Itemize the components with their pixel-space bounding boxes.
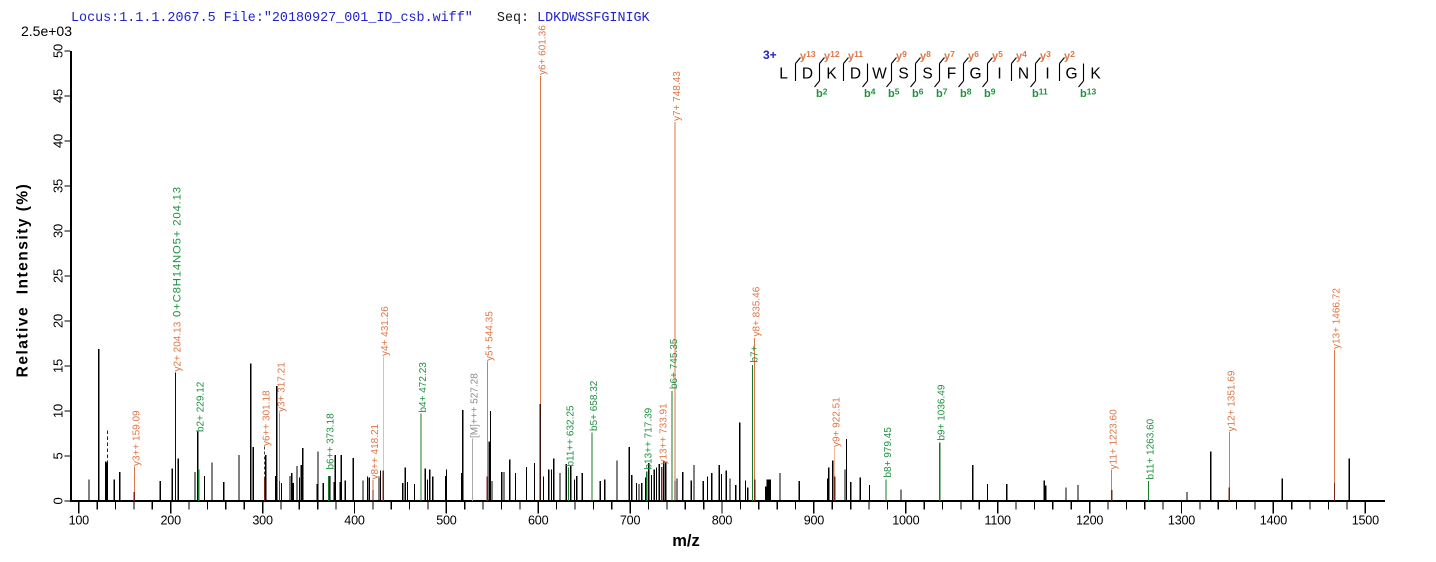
svg-text:I: I [997, 66, 1001, 83]
svg-text:y6: y6 [968, 49, 979, 63]
svg-text:y12+ 1351.69: y12+ 1351.69 [1226, 370, 1237, 431]
svg-text:y8: y8 [920, 49, 931, 63]
svg-text:[M]+++ 527.28: [M]+++ 527.28 [470, 373, 481, 438]
svg-text:y7+ 748.43: y7+ 748.43 [672, 71, 683, 121]
svg-text:b6: b6 [912, 87, 924, 101]
svg-text:1100: 1100 [985, 514, 1011, 528]
svg-text:L: L [779, 66, 788, 83]
svg-text:15: 15 [50, 359, 65, 373]
svg-text:40: 40 [50, 134, 65, 148]
svg-text:y8++ 418.21: y8++ 418.21 [370, 423, 381, 479]
svg-text:y3+ 317.21: y3+ 317.21 [276, 362, 287, 412]
svg-text:W: W [872, 66, 887, 83]
svg-text:20: 20 [50, 314, 65, 328]
svg-text:0: 0 [50, 497, 65, 504]
svg-text:900: 900 [804, 514, 825, 528]
svg-text:10: 10 [50, 404, 65, 418]
svg-text:y4+ 431.26: y4+ 431.26 [380, 306, 391, 356]
svg-text:m/z: m/z [672, 532, 700, 550]
svg-text:y3++ 159.09: y3++ 159.09 [131, 410, 142, 466]
svg-text:b9: b9 [984, 87, 996, 101]
svg-text:2.5e+03: 2.5e+03 [21, 23, 72, 39]
svg-text:y8+ 835.46: y8+ 835.46 [752, 286, 763, 336]
svg-text:b7+: b7+ [749, 345, 760, 362]
svg-text:b8: b8 [960, 87, 972, 101]
svg-text:N: N [1018, 66, 1029, 83]
svg-text:b6+ 745.35: b6+ 745.35 [669, 338, 680, 389]
svg-text:b5+ 658.32: b5+ 658.32 [589, 380, 600, 431]
svg-text:y2: y2 [1064, 49, 1075, 63]
svg-text:D: D [850, 66, 861, 83]
svg-text:S: S [922, 66, 932, 83]
svg-text:y3: y3 [1040, 49, 1051, 63]
svg-text:b7: b7 [936, 87, 948, 101]
svg-text:1200: 1200 [1076, 514, 1103, 528]
svg-text:Locus:1.1.1.2067.5 File:"20180: Locus:1.1.1.2067.5 File:"20180927_001_ID… [71, 11, 651, 26]
svg-text:b13++ 717.39: b13++ 717.39 [644, 407, 655, 469]
svg-text:100: 100 [69, 514, 90, 528]
svg-text:y6++ 301.18: y6++ 301.18 [262, 390, 273, 446]
svg-text:50: 50 [50, 44, 65, 58]
svg-text:300: 300 [252, 514, 273, 528]
svg-text:y6+ 601.36: y6+ 601.36 [537, 25, 548, 75]
svg-text:D: D [802, 66, 813, 83]
svg-text:K: K [826, 66, 837, 83]
svg-text:45: 45 [50, 89, 65, 103]
svg-text:b9+ 1036.49: b9+ 1036.49 [937, 384, 948, 440]
svg-text:b2: b2 [816, 87, 828, 101]
svg-text:y4: y4 [1016, 49, 1027, 63]
svg-text:K: K [1090, 66, 1101, 83]
svg-text:1400: 1400 [1260, 514, 1287, 528]
svg-text:25: 25 [50, 269, 65, 283]
svg-text:500: 500 [436, 514, 457, 528]
svg-text:y5+ 544.35: y5+ 544.35 [484, 311, 495, 361]
svg-text:1000: 1000 [892, 514, 919, 528]
svg-text:G: G [969, 66, 981, 83]
svg-text:b11+ 1263.60: b11+ 1263.60 [1146, 418, 1157, 479]
svg-text:y9: y9 [896, 49, 907, 63]
svg-text:b6++ 373.18: b6++ 373.18 [326, 413, 337, 470]
svg-text:35: 35 [50, 179, 65, 193]
svg-text:y13++ 733.91: y13++ 733.91 [659, 403, 670, 465]
svg-text:b8+ 979.45: b8+ 979.45 [883, 427, 894, 478]
svg-text:y11+ 1223.60: y11+ 1223.60 [1109, 409, 1120, 470]
svg-text:S: S [898, 66, 908, 83]
svg-text:30: 30 [50, 224, 65, 238]
svg-text:F: F [947, 66, 956, 83]
svg-text:b2+ 229.12: b2+ 229.12 [196, 381, 207, 432]
svg-text:600: 600 [528, 514, 549, 528]
svg-text:400: 400 [344, 514, 365, 528]
svg-text:b5: b5 [888, 87, 900, 101]
svg-text:Relative Intensity (%): Relative Intensity (%) [15, 183, 32, 378]
svg-text:y7: y7 [944, 49, 955, 63]
svg-text:G: G [1065, 66, 1077, 83]
svg-text:y5: y5 [992, 49, 1003, 63]
svg-text:800: 800 [712, 514, 733, 528]
svg-text:y9+ 922.51: y9+ 922.51 [832, 397, 843, 447]
svg-text:200: 200 [160, 514, 181, 528]
svg-text:3+: 3+ [763, 48, 777, 62]
svg-text:y13+ 1466.72: y13+ 1466.72 [1332, 288, 1343, 349]
svg-text:b11++ 632.25: b11++ 632.25 [565, 405, 576, 466]
svg-text:0+C8H14NO5+ 204.13: 0+C8H14NO5+ 204.13 [171, 186, 183, 317]
svg-text:b4: b4 [864, 87, 876, 101]
svg-text:I: I [1045, 66, 1049, 83]
svg-text:1500: 1500 [1352, 514, 1379, 528]
svg-text:5: 5 [50, 452, 65, 459]
svg-text:b4+ 472.23: b4+ 472.23 [418, 362, 429, 413]
svg-text:y2+ 204.13: y2+ 204.13 [172, 321, 183, 371]
svg-text:1300: 1300 [1168, 514, 1195, 528]
svg-text:700: 700 [620, 514, 641, 528]
